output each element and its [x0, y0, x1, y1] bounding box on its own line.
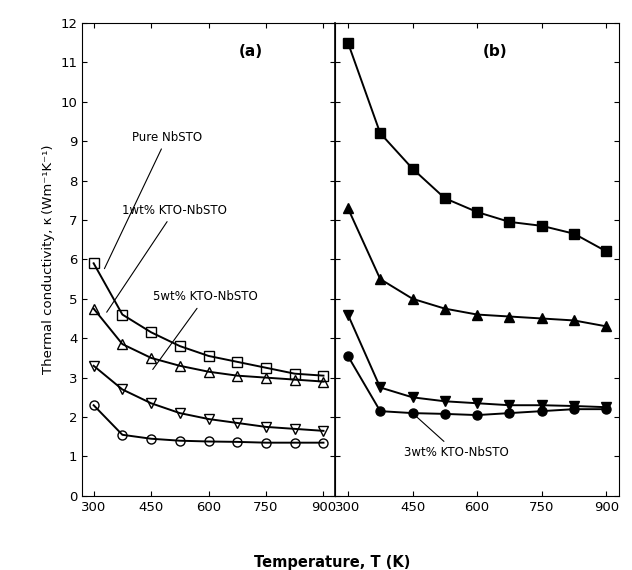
Text: (b): (b)	[483, 44, 507, 59]
Text: 5wt% KTO-NbSTO: 5wt% KTO-NbSTO	[153, 290, 258, 369]
Text: 3wt% KTO-NbSTO: 3wt% KTO-NbSTO	[404, 415, 509, 459]
Y-axis label: Thermal conductivity, κ (Wm⁻¹K⁻¹): Thermal conductivity, κ (Wm⁻¹K⁻¹)	[42, 145, 55, 374]
Text: 1wt% KTO-NbSTO: 1wt% KTO-NbSTO	[107, 203, 228, 312]
Text: Pure NbSTO: Pure NbSTO	[104, 131, 202, 268]
Text: (a): (a)	[239, 44, 263, 59]
Text: Temperature, T (K): Temperature, T (K)	[253, 555, 410, 570]
